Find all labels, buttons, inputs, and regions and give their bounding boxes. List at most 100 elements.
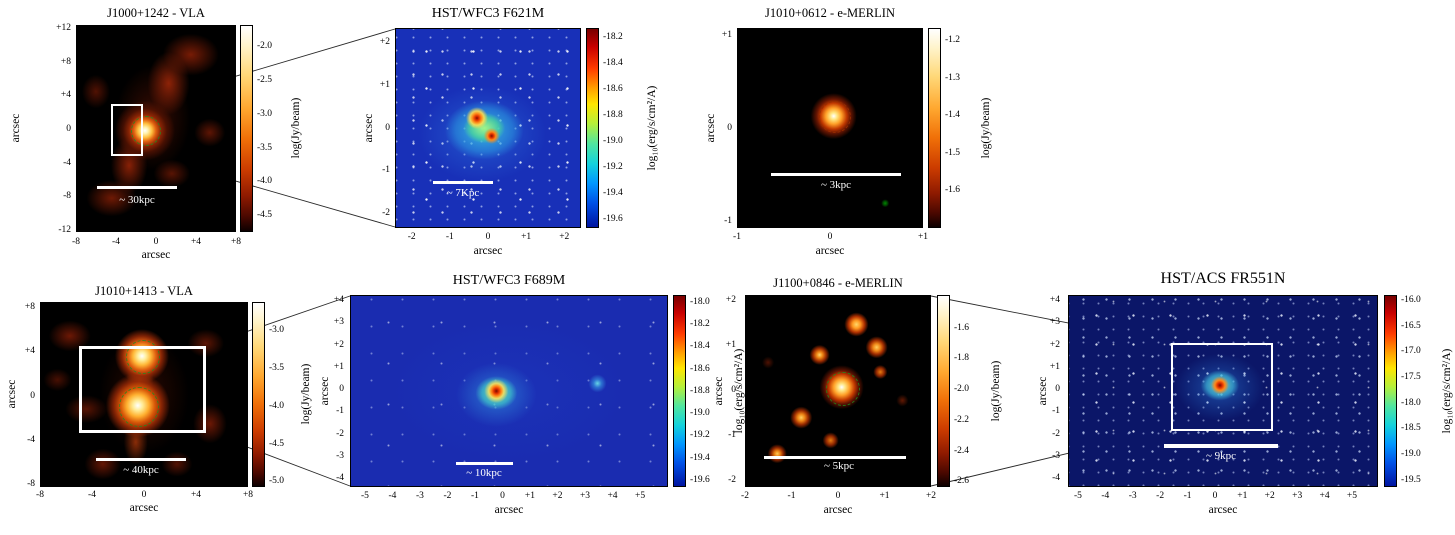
y-tick-label: -8 [63,191,71,202]
y-tick-label: -4 [63,157,71,168]
y-tick-label: +1 [721,30,732,40]
y-axis-ticks: +8 +4 0 -4 -8 [16,301,37,489]
x-tick-label: +4 [607,491,618,501]
colorbar-tick-label: -1.5 [945,147,961,158]
colorbar-tick-label: -2.6 [954,476,970,487]
panel-title: HST/WFC3 F689M [452,273,566,288]
colorbar-tick-label: -4.5 [257,210,273,221]
scalebar-label: ~ 3kpc [820,179,852,191]
scalebar-label: ~ 40kpc [123,464,159,476]
colorbar-label: log₁₀(erg/s/cm²/A) [646,85,658,171]
y-tick-label: -2 [728,474,736,485]
x-tick-label: -3 [415,491,424,501]
x-tick-label: -1 [445,232,454,242]
colorbar [240,25,253,232]
scalebar-label: ~ 30kpc [119,194,155,206]
y-tick-label: +8 [24,301,35,312]
scalebar-line [764,456,906,459]
x-tick-label: -2 [443,491,452,501]
y-axis-ticks: +12 +8 +4 0 -4 -8 -12 [40,22,73,235]
y-tick-label: -1 [724,216,732,226]
y-tick-label: +2 [379,37,390,47]
x-tick-label: 0 [141,490,147,500]
x-tick-label: -1 [787,491,796,501]
contour-ring [131,116,161,146]
emerlin-image-j1010-0612: ~ 3kpc [737,28,923,228]
x-tick-label: +1 [524,491,536,501]
scalebar-line [433,181,493,184]
x-tick-label: -4 [112,237,120,247]
colorbar-label: log(Jy/beam) [290,97,302,159]
x-tick-label: +1 [1237,491,1248,501]
colorbar-tick-label: -18.5 [1401,423,1421,434]
y-tick-label: -3 [1052,451,1060,462]
x-tick-label: -8 [72,237,80,247]
y-tick-label: +4 [24,346,35,357]
scalebar-line [96,458,186,461]
y-tick-label: +2 [1049,339,1060,350]
x-tick-label: -5 [360,491,369,501]
y-tick-label: -1 [728,429,736,440]
x-axis-ticks: -2 -1 0 +1 +2 [741,491,936,503]
y-tick-label: -1 [336,406,344,417]
x-axis-label: arcsec [815,245,845,257]
y-tick-label: 0 [339,384,344,395]
y-tick-label: +3 [333,317,344,328]
y-tick-label: 0 [1055,384,1060,395]
scalebar-line [1164,444,1278,448]
y-axis-ticks: +2 +1 0 -1 -2 [368,28,392,228]
x-tick-label: -3 [1128,491,1137,501]
x-tick-label: +2 [1264,491,1275,501]
colorbar-tick-label: -2.5 [257,74,273,85]
contour-ring [826,372,860,406]
x-tick-label: +2 [559,232,570,242]
x-axis-label: arcsec [823,504,853,516]
y-tick-label: +12 [56,22,71,33]
colorbar-ticks: -3.0 -3.5 -4.0 -4.5 -5.0 [269,302,301,487]
colorbar-tick-label: -1.3 [945,72,961,83]
colorbar-tick-label: -2.2 [954,414,970,425]
colorbar-tick-label: -18.8 [690,385,710,396]
x-tick-label: +1 [917,232,929,242]
y-tick-label: -1 [1052,406,1060,417]
x-tick-label: -1 [471,491,479,501]
y-tick-label: +2 [333,339,344,350]
y-axis-ticks: +2 +1 0 -1 -2 [716,295,738,487]
colorbar-ticks: -1.2 -1.3 -1.4 -1.5 -1.6 [945,28,977,228]
x-tick-label: 0 [827,232,833,242]
scalebar-label: ~ 10kpc [466,467,502,479]
colorbar-ticks: -1.6 -1.8 -2.0 -2.2 -2.4 -2.6 [954,295,986,487]
panel-title: HST/WFC3 F621M [431,6,545,21]
x-tick-label: -2 [407,232,416,242]
colorbar-tick-label: -18.8 [603,110,623,120]
vla-image-j1000: ~ 30kpc [76,25,236,232]
colorbar-tick-label: -18.6 [603,84,623,94]
x-axis-label: arcsec [1208,504,1238,516]
colorbar-tick-label: -1.2 [945,35,961,45]
colorbar-tick-label: -4.0 [257,176,273,187]
colorbar-tick-label: -16.5 [1401,320,1421,331]
x-tick-label: 0 [485,232,491,242]
x-tick-label: +3 [1292,491,1303,501]
zoom-box [1171,343,1273,431]
colorbar-tick-label: -18.2 [690,319,710,330]
y-tick-label: -12 [58,224,71,235]
x-axis-ticks: -1 0 +1 [733,232,928,244]
colorbar [586,28,599,228]
colorbar-tick-label: -18.2 [603,32,623,42]
x-tick-label: +1 [521,232,532,242]
scalebar-label: ~ 9kpc [1205,450,1237,462]
panel-title: HST/ACS FR551N [1160,270,1286,287]
colorbar-tick-label: -3.5 [257,142,273,153]
colorbar-tick-label: -1.6 [945,185,961,195]
x-axis-label: arcsec [141,249,171,261]
x-tick-label: +8 [230,237,242,247]
y-tick-label: 0 [66,123,71,134]
y-tick-label: +1 [333,361,344,372]
colorbar-tick-label: -1.4 [945,110,961,120]
x-tick-label: +8 [242,490,254,500]
x-tick-label: +2 [552,491,563,501]
scalebar-line [97,186,177,189]
x-tick-label: +2 [925,491,937,501]
